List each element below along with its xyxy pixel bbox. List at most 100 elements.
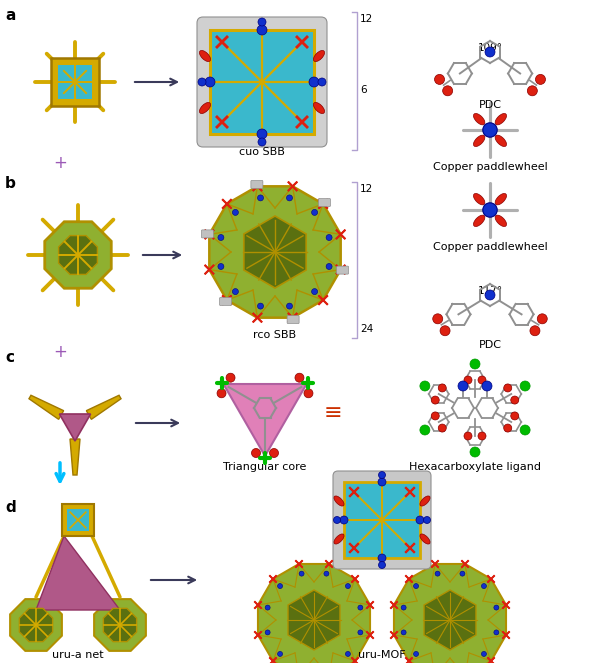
Circle shape — [257, 195, 263, 201]
Circle shape — [464, 376, 472, 384]
Text: rco SBB: rco SBB — [253, 330, 296, 340]
Circle shape — [257, 25, 267, 35]
Polygon shape — [19, 609, 53, 642]
Circle shape — [318, 78, 326, 86]
Circle shape — [326, 235, 332, 241]
Circle shape — [527, 86, 538, 95]
Polygon shape — [424, 590, 476, 650]
Circle shape — [460, 571, 465, 576]
Ellipse shape — [495, 135, 506, 147]
Circle shape — [257, 129, 267, 139]
Ellipse shape — [473, 194, 485, 205]
Text: c: c — [5, 350, 14, 365]
Circle shape — [481, 652, 487, 656]
Circle shape — [232, 288, 238, 294]
Circle shape — [485, 290, 495, 300]
Polygon shape — [86, 395, 121, 419]
Circle shape — [304, 389, 313, 398]
Text: Hexacarboxylate ligand: Hexacarboxylate ligand — [409, 462, 541, 472]
FancyBboxPatch shape — [197, 17, 327, 147]
Circle shape — [340, 516, 348, 524]
Circle shape — [504, 384, 512, 392]
Circle shape — [218, 235, 224, 241]
Text: PDC: PDC — [479, 340, 502, 350]
Text: ≡: ≡ — [323, 403, 343, 423]
Circle shape — [424, 516, 431, 524]
Polygon shape — [94, 599, 146, 651]
Ellipse shape — [313, 50, 325, 62]
Circle shape — [198, 78, 206, 86]
Circle shape — [378, 554, 386, 562]
Circle shape — [478, 376, 486, 384]
Circle shape — [520, 381, 530, 391]
Text: 109°: 109° — [478, 43, 503, 53]
Circle shape — [440, 326, 450, 335]
Polygon shape — [59, 235, 97, 274]
Circle shape — [438, 384, 446, 392]
Circle shape — [443, 86, 452, 95]
Circle shape — [358, 630, 363, 635]
FancyBboxPatch shape — [319, 198, 331, 206]
Text: 117°: 117° — [478, 286, 503, 296]
Ellipse shape — [473, 113, 485, 125]
Polygon shape — [344, 482, 420, 558]
Text: d: d — [5, 500, 16, 515]
Polygon shape — [67, 509, 89, 531]
FancyBboxPatch shape — [333, 471, 431, 569]
Circle shape — [326, 263, 332, 269]
Circle shape — [251, 448, 260, 457]
Circle shape — [520, 425, 530, 435]
Circle shape — [226, 373, 235, 382]
Polygon shape — [59, 414, 91, 441]
Polygon shape — [70, 439, 80, 475]
Circle shape — [265, 630, 270, 635]
Text: cuo SBB: cuo SBB — [239, 147, 285, 157]
Text: +: + — [53, 343, 67, 361]
Polygon shape — [10, 599, 62, 651]
Polygon shape — [51, 58, 99, 106]
Circle shape — [494, 605, 499, 610]
Ellipse shape — [420, 496, 430, 506]
Circle shape — [530, 326, 540, 335]
Text: 12: 12 — [360, 14, 373, 24]
Circle shape — [324, 571, 329, 576]
Circle shape — [478, 432, 486, 440]
Circle shape — [420, 425, 430, 435]
Circle shape — [433, 314, 443, 324]
FancyBboxPatch shape — [287, 316, 299, 324]
Circle shape — [413, 583, 419, 589]
Circle shape — [413, 652, 419, 656]
FancyBboxPatch shape — [337, 266, 349, 274]
Ellipse shape — [334, 496, 344, 506]
Polygon shape — [288, 590, 340, 650]
Text: Triangular core: Triangular core — [223, 462, 307, 472]
Circle shape — [258, 18, 266, 26]
Polygon shape — [209, 186, 341, 318]
Circle shape — [379, 471, 386, 479]
Text: PDC: PDC — [479, 100, 502, 110]
Polygon shape — [223, 384, 307, 456]
Ellipse shape — [199, 50, 211, 62]
Ellipse shape — [199, 103, 211, 113]
Polygon shape — [103, 609, 137, 642]
Circle shape — [309, 77, 319, 87]
Circle shape — [299, 571, 304, 576]
Circle shape — [511, 412, 519, 420]
Text: Copper paddlewheel: Copper paddlewheel — [433, 162, 547, 172]
Circle shape — [346, 583, 350, 589]
Ellipse shape — [495, 194, 506, 205]
Ellipse shape — [420, 534, 430, 544]
Circle shape — [295, 373, 304, 382]
Ellipse shape — [313, 103, 325, 113]
Circle shape — [232, 210, 238, 215]
Polygon shape — [45, 221, 111, 288]
Circle shape — [511, 396, 519, 404]
Circle shape — [278, 652, 283, 656]
Circle shape — [286, 195, 292, 201]
Circle shape — [434, 74, 445, 84]
Circle shape — [311, 288, 317, 294]
Ellipse shape — [473, 215, 485, 227]
Text: uru-MOF: uru-MOF — [358, 650, 406, 660]
FancyBboxPatch shape — [220, 298, 232, 306]
Circle shape — [420, 381, 430, 391]
